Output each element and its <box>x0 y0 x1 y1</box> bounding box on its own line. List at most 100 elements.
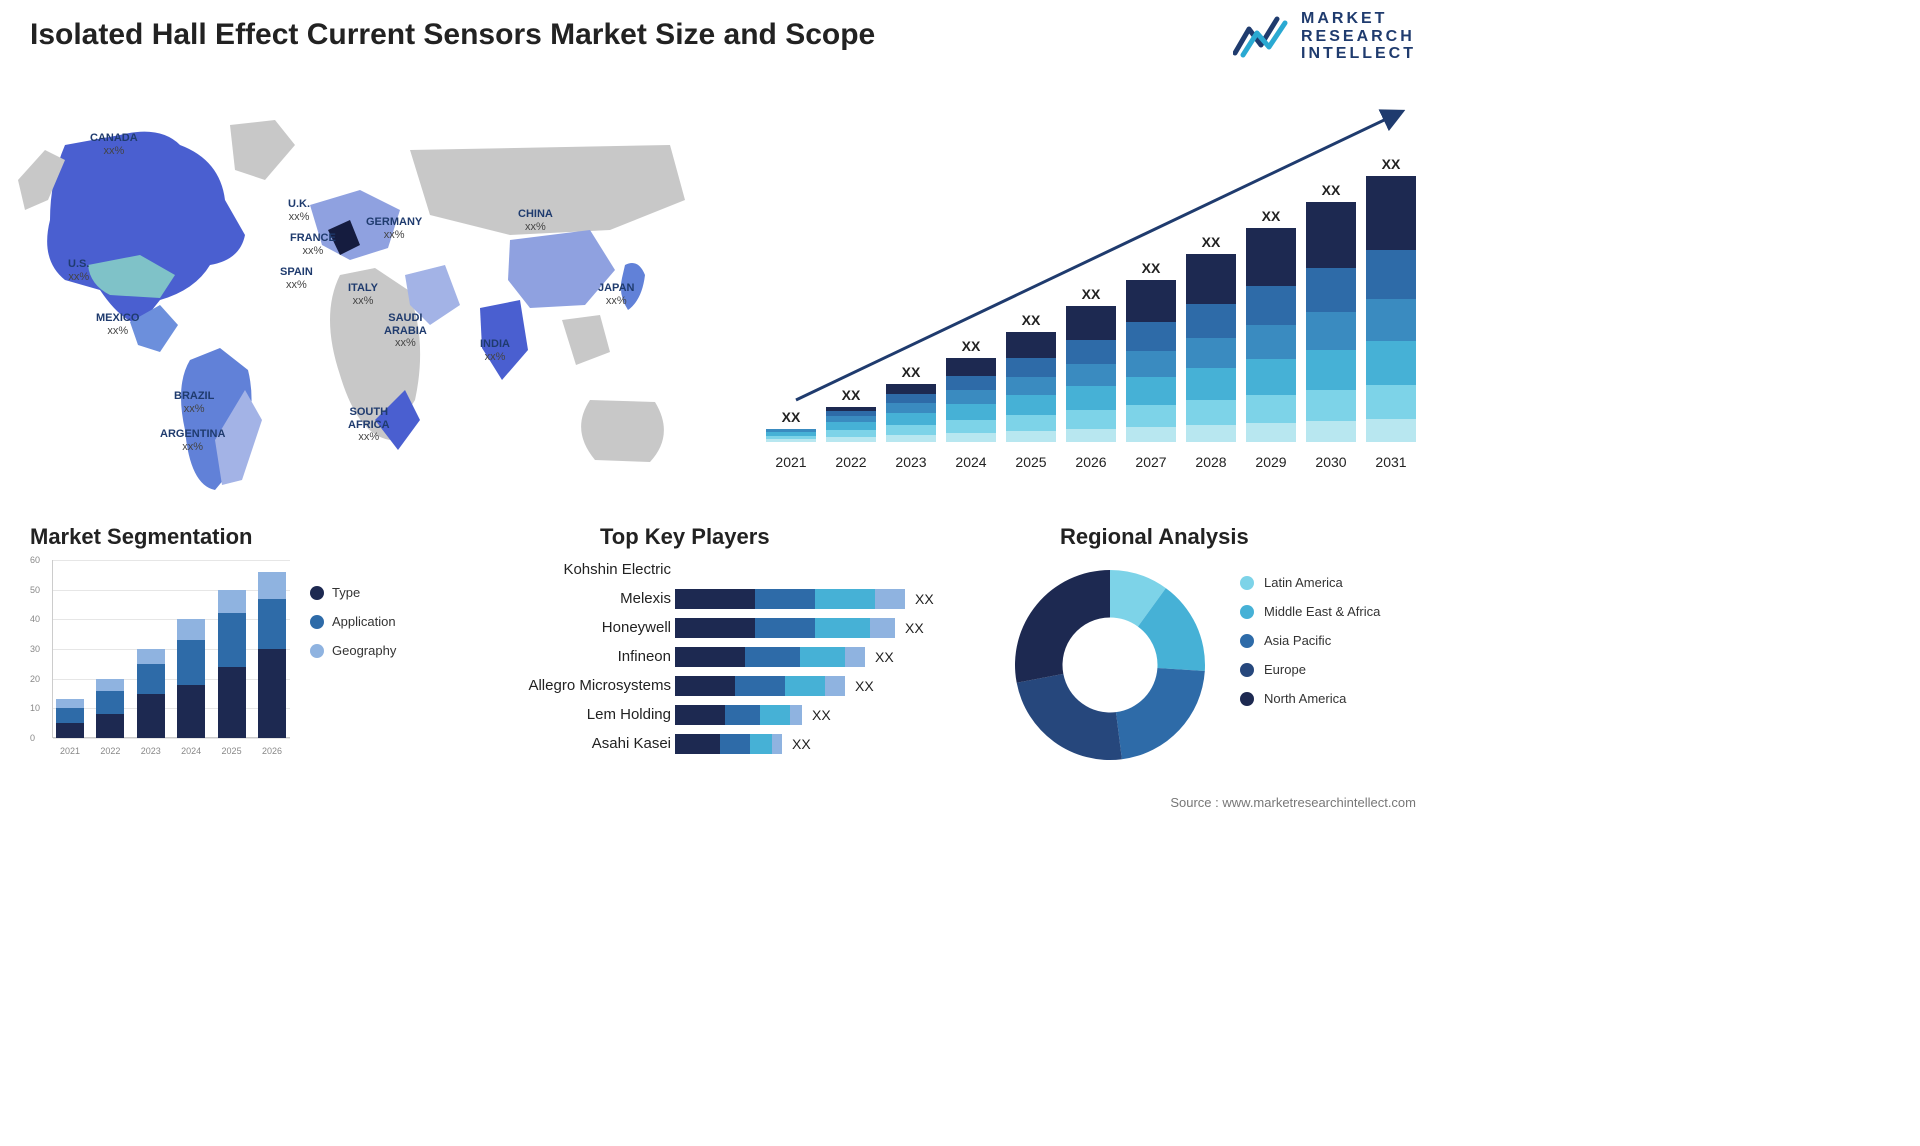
logo-icon <box>1233 11 1293 61</box>
seg-bar <box>218 590 246 738</box>
segmentation-heading: Market Segmentation <box>30 524 253 550</box>
map-label: BRAZILxx% <box>174 390 214 415</box>
legend-item: Geography <box>310 643 396 658</box>
player-bar <box>675 734 782 754</box>
map-label: SAUDIARABIAxx% <box>384 312 427 350</box>
forecast-bar: XX <box>1126 260 1176 442</box>
seg-bar <box>258 572 286 738</box>
seg-bar <box>56 699 84 738</box>
seg-bar <box>177 619 205 738</box>
legend-item: Asia Pacific <box>1240 633 1380 648</box>
seg-ytick: 60 <box>30 555 40 565</box>
map-label: FRANCExx% <box>290 232 336 257</box>
forecast-value: XX <box>842 387 861 403</box>
seg-ytick: 0 <box>30 733 35 743</box>
legend-item: Type <box>310 585 396 600</box>
players-heading: Top Key Players <box>600 524 770 550</box>
forecast-year-label: 2021 <box>766 454 816 470</box>
map-label: JAPANxx% <box>598 282 634 307</box>
forecast-bar: XX <box>886 364 936 442</box>
forecast-bar: XX <box>1306 182 1356 442</box>
forecast-value: XX <box>1322 182 1341 198</box>
segmentation-chart: 202120222023202420252026 0102030405060 <box>30 560 290 760</box>
player-row: Kohshin Electric <box>480 555 970 584</box>
map-label: ARGENTINAxx% <box>160 428 225 453</box>
player-bar <box>675 647 865 667</box>
regional-legend: Latin AmericaMiddle East & AfricaAsia Pa… <box>1240 575 1380 720</box>
map-label: SOUTHAFRICAxx% <box>348 406 390 444</box>
map-label: ITALYxx% <box>348 282 378 307</box>
seg-year-label: 2026 <box>258 746 286 756</box>
players-chart: Kohshin ElectricMelexisXXHoneywellXXInfi… <box>480 555 970 758</box>
seg-bar <box>137 649 165 738</box>
donut-slice <box>1017 674 1122 760</box>
legend-item: Europe <box>1240 662 1380 677</box>
map-label: INDIAxx% <box>480 338 510 363</box>
page-title: Isolated Hall Effect Current Sensors Mar… <box>30 18 875 52</box>
donut-slice <box>1015 570 1110 683</box>
player-row: Melexis XX <box>480 584 970 613</box>
logo: MARKET RESEARCH INTELLECT <box>1233 10 1416 63</box>
seg-ytick: 20 <box>30 674 40 684</box>
map-label: GERMANYxx% <box>366 216 422 241</box>
forecast-value: XX <box>1142 260 1161 276</box>
seg-year-label: 2023 <box>137 746 165 756</box>
player-bar <box>675 676 845 696</box>
forecast-value: XX <box>1382 156 1401 172</box>
player-value: XX <box>915 591 934 607</box>
forecast-value: XX <box>1082 286 1101 302</box>
logo-line1: MARKET <box>1301 10 1416 28</box>
forecast-year-label: 2023 <box>886 454 936 470</box>
map-label: CANADAxx% <box>90 132 138 157</box>
seg-ytick: 40 <box>30 614 40 624</box>
player-row: Lem Holding XX <box>480 700 970 729</box>
forecast-year-label: 2024 <box>946 454 996 470</box>
forecast-bar: XX <box>1006 312 1056 442</box>
forecast-value: XX <box>1022 312 1041 328</box>
donut-slice <box>1116 668 1205 759</box>
map-label: SPAINxx% <box>280 266 313 291</box>
player-row: Asahi Kasei XX <box>480 729 970 758</box>
forecast-value: XX <box>902 364 921 380</box>
forecast-bar: XX <box>766 409 816 442</box>
seg-ytick: 10 <box>30 703 40 713</box>
forecast-year-label: 2028 <box>1186 454 1236 470</box>
forecast-bar: XX <box>1246 208 1296 442</box>
seg-year-label: 2022 <box>96 746 124 756</box>
source-text: Source : www.marketresearchintellect.com <box>1170 795 1416 810</box>
forecast-year-label: 2022 <box>826 454 876 470</box>
forecast-chart: XX XX XX XX XX XX XX XX XX XX XX 2021 2022 2023 2024 2… <box>766 100 1416 470</box>
map-label: CHINAxx% <box>518 208 553 233</box>
seg-year-label: 2025 <box>218 746 246 756</box>
player-bar <box>675 705 802 725</box>
player-name: Lem Holding <box>480 706 675 723</box>
player-bar <box>675 589 905 609</box>
forecast-value: XX <box>782 409 801 425</box>
player-value: XX <box>812 707 831 723</box>
player-name: Asahi Kasei <box>480 735 675 752</box>
seg-bar <box>96 679 124 738</box>
legend-item: Latin America <box>1240 575 1380 590</box>
player-row: HoneywellXX <box>480 613 970 642</box>
forecast-bar: XX <box>826 387 876 442</box>
forecast-value: XX <box>1202 234 1221 250</box>
seg-ytick: 50 <box>30 585 40 595</box>
forecast-year-label: 2029 <box>1246 454 1296 470</box>
seg-year-label: 2021 <box>56 746 84 756</box>
player-value: XX <box>792 736 811 752</box>
map-label: U.K.xx% <box>288 198 310 223</box>
logo-line3: INTELLECT <box>1301 45 1416 63</box>
forecast-bar: XX <box>946 338 996 442</box>
forecast-value: XX <box>962 338 981 354</box>
forecast-bar: XX <box>1066 286 1116 442</box>
legend-item: North America <box>1240 691 1380 706</box>
player-name: Kohshin Electric <box>480 561 675 578</box>
forecast-year-label: 2031 <box>1366 454 1416 470</box>
forecast-year-label: 2030 <box>1306 454 1356 470</box>
player-name: Allegro Microsystems <box>480 677 675 694</box>
regional-donut <box>1010 565 1210 765</box>
player-name: Melexis <box>480 590 675 607</box>
forecast-bar: XX <box>1366 156 1416 442</box>
player-row: Allegro MicrosystemsXX <box>480 671 970 700</box>
forecast-bar: XX <box>1186 234 1236 442</box>
